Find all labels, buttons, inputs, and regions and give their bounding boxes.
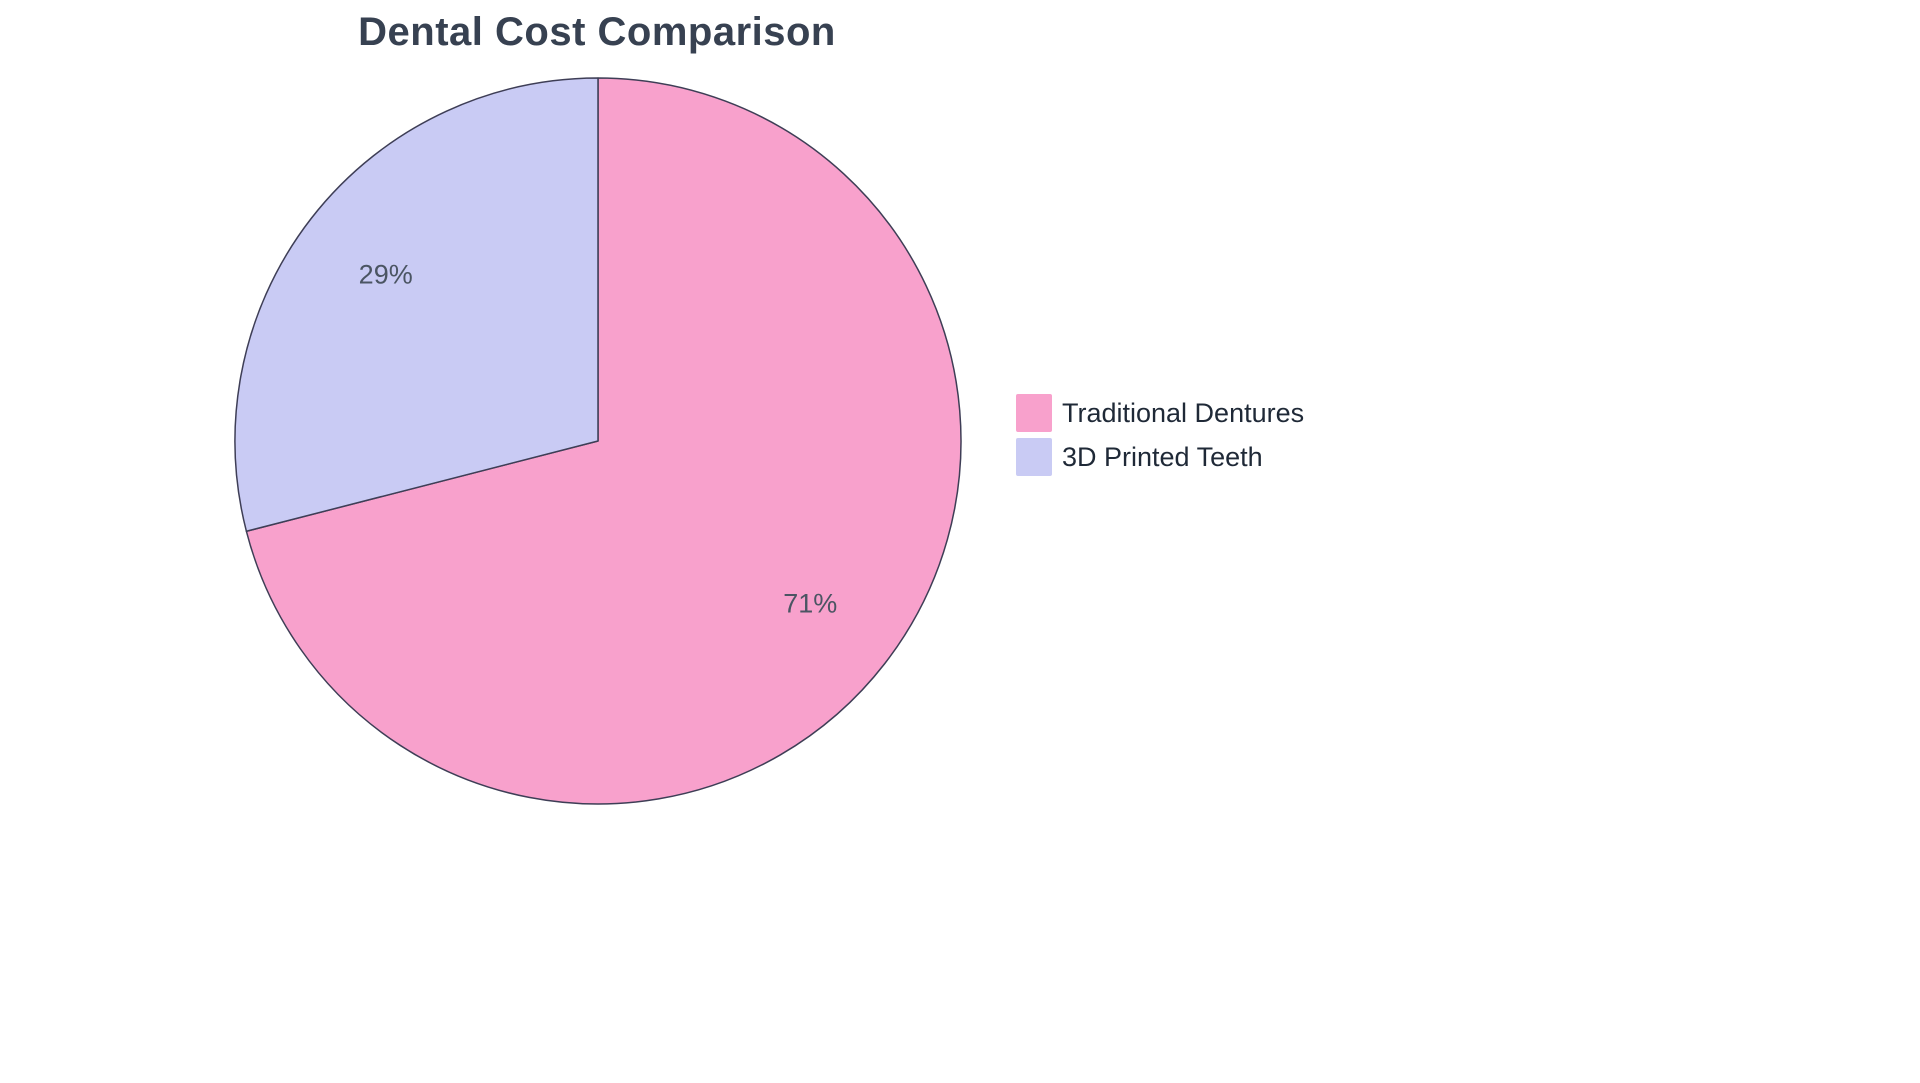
pie-slice-1 <box>234 77 599 533</box>
legend-swatch <box>1016 438 1052 476</box>
legend-label: 3D Printed Teeth <box>1062 441 1263 472</box>
legend: Traditional Dentures 3D Printed Teeth <box>1016 394 1304 476</box>
legend-item: 3D Printed Teeth <box>1016 438 1304 476</box>
legend-label: Traditional Dentures <box>1062 397 1305 428</box>
legend-swatch <box>1016 394 1052 432</box>
slice-percent-label: 71% <box>783 589 837 619</box>
legend-item: Traditional Dentures <box>1016 394 1304 432</box>
pie-slice-0 <box>245 77 962 805</box>
chart-title: Dental Cost Comparison <box>358 10 836 54</box>
slice-percent-label: 29% <box>359 260 413 290</box>
